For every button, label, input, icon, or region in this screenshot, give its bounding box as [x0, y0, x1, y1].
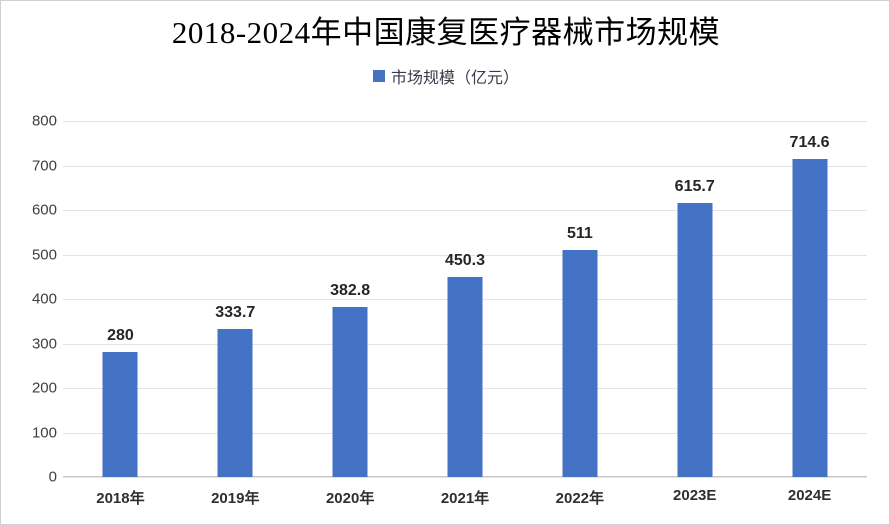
- bars-group: 280 333.7 382.8 450.3 511 615.7 714.6: [63, 121, 867, 477]
- bar-value-label: 450.3: [444, 251, 486, 269]
- gridline: [63, 165, 867, 167]
- bar-group: 450.3: [408, 121, 523, 477]
- legend-entry-label: 市场规模（亿元）: [390, 70, 519, 87]
- gridline: [63, 477, 867, 478]
- x-axis-tick-label: 2018年: [96, 490, 145, 507]
- gridline: [63, 121, 867, 122]
- bar-group: 333.7: [178, 121, 293, 477]
- bar-value-label: 511: [566, 224, 593, 242]
- bar-value-label: 714.6: [789, 134, 830, 152]
- bar[interactable]: [562, 249, 598, 477]
- x-axis-tick-label: 2019年: [211, 490, 260, 507]
- plot-area: 280 333.7 382.8 450.3 511 615.7 714.6: [63, 121, 867, 478]
- bar-group: 280: [63, 121, 178, 477]
- bar-group: 511: [522, 121, 637, 477]
- y-axis-tick-label: 800: [31, 112, 57, 130]
- bar-value-label: 615.7: [674, 178, 715, 196]
- bar[interactable]: [332, 306, 368, 477]
- bar[interactable]: [102, 352, 138, 477]
- y-axis-tick-label: 500: [31, 246, 57, 263]
- y-axis-tick-label: 0: [48, 468, 57, 486]
- x-axis-tick-label: 2021年: [440, 490, 490, 507]
- y-axis-tick-label: 200: [31, 379, 57, 397]
- bar[interactable]: [677, 203, 713, 477]
- bar-group: 714.6: [752, 121, 867, 477]
- bar-value-label: 333.7: [215, 303, 256, 321]
- x-axis-tick-label: 2024E: [787, 487, 832, 504]
- x-axis-tick-labels: 2018年 2019年 2020年 2021年 2022年 2023E 2024E: [63, 487, 867, 511]
- bar-group: 615.7: [637, 121, 752, 477]
- y-axis-tick-label: 700: [31, 157, 57, 174]
- y-axis-tick-label: 300: [31, 335, 57, 352]
- gridline: [63, 210, 867, 211]
- square-marker-icon: [372, 70, 385, 82]
- bar-value-label: 280: [107, 327, 134, 345]
- bar[interactable]: [792, 159, 828, 477]
- chart-legend: 市场规模（亿元）: [1, 64, 889, 88]
- x-axis-tick-label: 2022年: [555, 490, 605, 507]
- bar-group: 382.8: [293, 121, 408, 477]
- chart-title: 2018-2024年中国康复医疗器械市场规模: [171, 15, 721, 50]
- x-axis-tick-label: 2020年: [325, 490, 375, 507]
- x-axis-tick-label: 2023E: [673, 487, 717, 504]
- bar[interactable]: [217, 328, 253, 477]
- bar-value-label: 382.8: [330, 281, 371, 299]
- bar[interactable]: [447, 276, 483, 477]
- y-axis-tick-label: 100: [31, 424, 57, 441]
- y-axis-tick-label: 400: [31, 290, 57, 308]
- gridline: [63, 254, 867, 256]
- y-axis-tick-label: 600: [31, 201, 57, 219]
